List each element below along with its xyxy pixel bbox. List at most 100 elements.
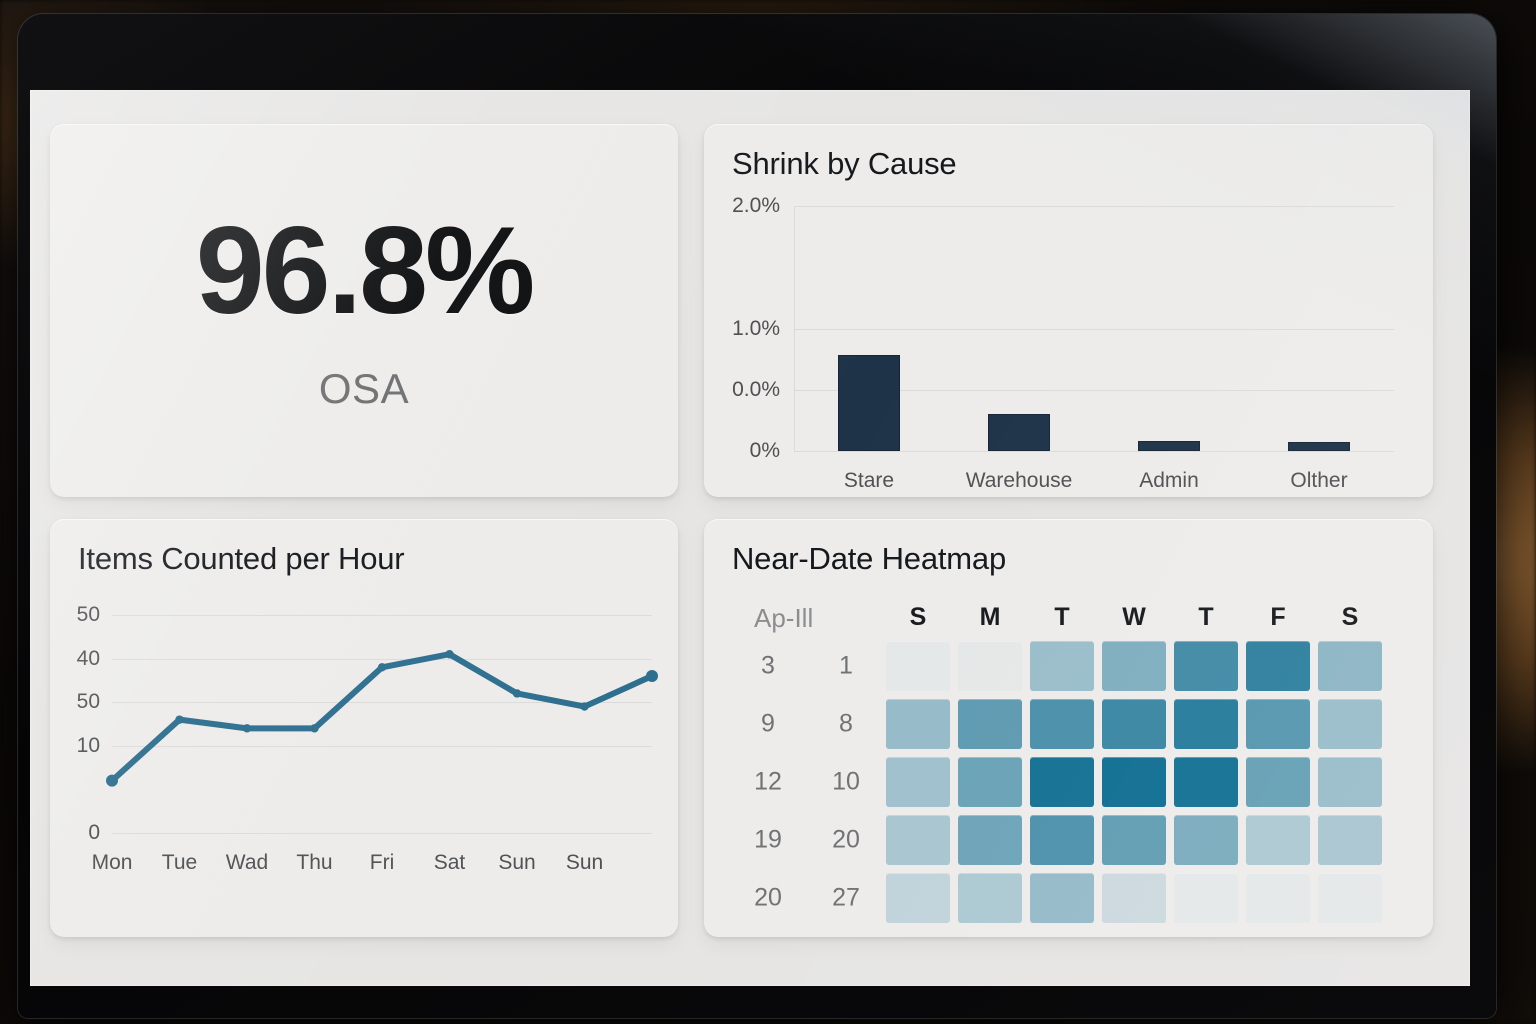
heatmap-row-label-left-3: 19 [754, 825, 782, 854]
heatmap-cell-r3-c3[interactable] [1102, 815, 1166, 865]
line-data-point[interactable] [106, 774, 118, 787]
heatmap-row-label-day-4: 27 [832, 883, 860, 912]
near-date-heatmap-card[interactable]: Near-Date Heatmap Ap-Ill S M T W T F S 3 9 12 19 20 1… [704, 519, 1433, 937]
kpi-card-osa[interactable]: 96.8% OSA [50, 124, 678, 497]
line-data-point[interactable] [445, 650, 454, 659]
heatmap-cell-r1-c4[interactable] [1174, 699, 1238, 749]
heatmap-cell-r4-c1[interactable] [958, 873, 1022, 923]
heatmap-title: Near-Date Heatmap [732, 541, 1006, 576]
heatmap-cell-r1-c3[interactable] [1102, 699, 1166, 749]
line-ytick: 0 [88, 821, 100, 844]
line-ytick: 50 [76, 690, 100, 714]
heatmap-cell-r3-c1[interactable] [958, 815, 1022, 865]
heatmap-cell-r0-c6[interactable] [1318, 641, 1382, 691]
bar-xtick-olther: Olther [1290, 469, 1348, 492]
items-counted-card[interactable]: Items Counted per Hour 50 40 50 10 0 Mon Tue Wa… [50, 519, 678, 937]
bar-ytick: 2.0% [732, 194, 780, 217]
heatmap-col-header-0: S [909, 603, 927, 631]
bar-warehouse[interactable] [988, 414, 1050, 451]
heatmap-cell-r0-c0[interactable] [886, 641, 950, 691]
monitor-screen: 96.8% OSA Shrink by Cause 2.0% 1.0% 0.0% 0%… [30, 90, 1470, 986]
heatmap-row-label-day-0: 1 [839, 651, 853, 680]
heatmap-col-header-3: W [1122, 603, 1146, 631]
line-xtick-5: Sat [433, 851, 466, 874]
heatmap-cell-r0-c5[interactable] [1246, 641, 1310, 691]
heatmap-cell-r1-c1[interactable] [958, 699, 1022, 749]
bar-gridline [794, 206, 1394, 207]
heatmap-cell-r2-c3[interactable] [1102, 757, 1166, 807]
line-data-point[interactable] [377, 663, 387, 672]
line-data-point[interactable] [310, 724, 319, 733]
heatmap-row-label-left-2: 12 [754, 767, 782, 796]
line-xtick-0: Mon [91, 851, 133, 874]
bar-stare[interactable] [838, 355, 900, 451]
heatmap-cell-r0-c3[interactable] [1102, 641, 1166, 691]
line-data-point[interactable] [580, 702, 589, 711]
heatmap-cell-r2-c4[interactable] [1174, 757, 1238, 807]
heatmap-cell-r2-c1[interactable] [958, 757, 1022, 807]
items-line-plot[interactable]: 50 40 50 10 0 Mon Tue Wad Thu Fri Sat Sun Sun [50, 519, 678, 937]
items-chart-title: Items Counted per Hour [78, 541, 405, 576]
line-ytick: 50 [76, 603, 100, 626]
heatmap-cell-r0-c2[interactable] [1030, 641, 1094, 691]
bar-olther[interactable] [1288, 442, 1350, 451]
heatmap-cell-r4-c3[interactable] [1102, 873, 1166, 923]
bar-xtick-warehouse: Warehouse [965, 469, 1073, 492]
heatmap-cell-r4-c5[interactable] [1246, 873, 1310, 923]
heatmap-cell-r4-c6[interactable] [1318, 873, 1382, 923]
heatmap-cell-r3-c0[interactable] [886, 815, 950, 865]
bar-gridline [794, 328, 1394, 330]
shrink-bar-plot[interactable]: 2.0% 1.0% 0.0% 0% Stare Warehouse Admin Olther [704, 124, 1433, 497]
heatmap-grid[interactable]: Ap-Ill S M T W T F S 3 9 12 19 20 1 8 10 20 27 [704, 519, 1433, 937]
heatmap-cell-r2-c6[interactable] [1318, 757, 1382, 807]
line-data-point[interactable] [175, 715, 184, 724]
heatmap-cell-r1-c5[interactable] [1246, 699, 1310, 749]
heatmap-cell-r4-c4[interactable] [1174, 873, 1238, 923]
bar-xtick-admin: Admin [1139, 469, 1199, 492]
heatmap-cell-r3-c2[interactable] [1030, 815, 1094, 865]
kpi-label: OSA [318, 364, 410, 412]
heatmap-cell-r2-c0[interactable] [886, 757, 950, 807]
heatmap-col-header-6: S [1341, 603, 1359, 631]
heatmap-cell-r3-c5[interactable] [1246, 815, 1310, 865]
heatmap-cell-r1-c2[interactable] [1030, 699, 1094, 749]
heatmap-cell-r2-c5[interactable] [1246, 757, 1310, 807]
line-xtick-6: Sun [498, 851, 536, 874]
heatmap-row-label-day-1: 8 [839, 709, 853, 738]
heatmap-row-label-day-3: 20 [832, 825, 860, 854]
heatmap-row-label-day-2: 10 [832, 767, 860, 796]
bar-gridline [794, 451, 1394, 452]
line-data-point[interactable] [242, 724, 252, 733]
line-xtick-7: Sun [565, 851, 604, 874]
line-data-point[interactable] [512, 689, 522, 698]
line-ytick: 40 [76, 646, 100, 670]
heatmap-cell-r0-c1[interactable] [958, 641, 1022, 691]
heatmap-month-label: Ap-Ill [754, 603, 814, 633]
heatmap-cell-r1-c6[interactable] [1318, 699, 1382, 749]
line-xtick-4: Fri [369, 851, 395, 874]
heatmap-cell-r4-c2[interactable] [1030, 873, 1094, 923]
line-xtick-2: Wad [225, 851, 269, 874]
heatmap-cell-r4-c0[interactable] [886, 873, 950, 923]
heatmap-row-label-left-0: 3 [761, 651, 775, 680]
bar-xtick-stare: Stare [843, 469, 895, 492]
line-gridline [112, 833, 652, 834]
heatmap-cell-r2-c2[interactable] [1030, 757, 1094, 807]
line-gridline [112, 658, 652, 660]
line-gridline [112, 745, 652, 747]
line-data-point[interactable] [646, 670, 658, 683]
heatmap-col-header-2: T [1054, 603, 1070, 631]
line-gridline [112, 702, 652, 704]
line-xtick-3: Thu [296, 851, 333, 874]
heatmap-col-header-1: M [979, 603, 1001, 631]
heatmap-cell-r0-c4[interactable] [1174, 641, 1238, 691]
bar-gridline [794, 389, 1394, 391]
heatmap-cell-r3-c4[interactable] [1174, 815, 1238, 865]
line-xtick-1: Tue [161, 851, 198, 874]
heatmap-col-header-4: T [1198, 603, 1214, 631]
heatmap-cell-r1-c0[interactable] [886, 699, 950, 749]
bar-admin[interactable] [1138, 441, 1200, 451]
heatmap-cell-r3-c6[interactable] [1318, 815, 1382, 865]
shrink-by-cause-card[interactable]: Shrink by Cause 2.0% 1.0% 0.0% 0% Stare Wareh… [704, 124, 1433, 497]
